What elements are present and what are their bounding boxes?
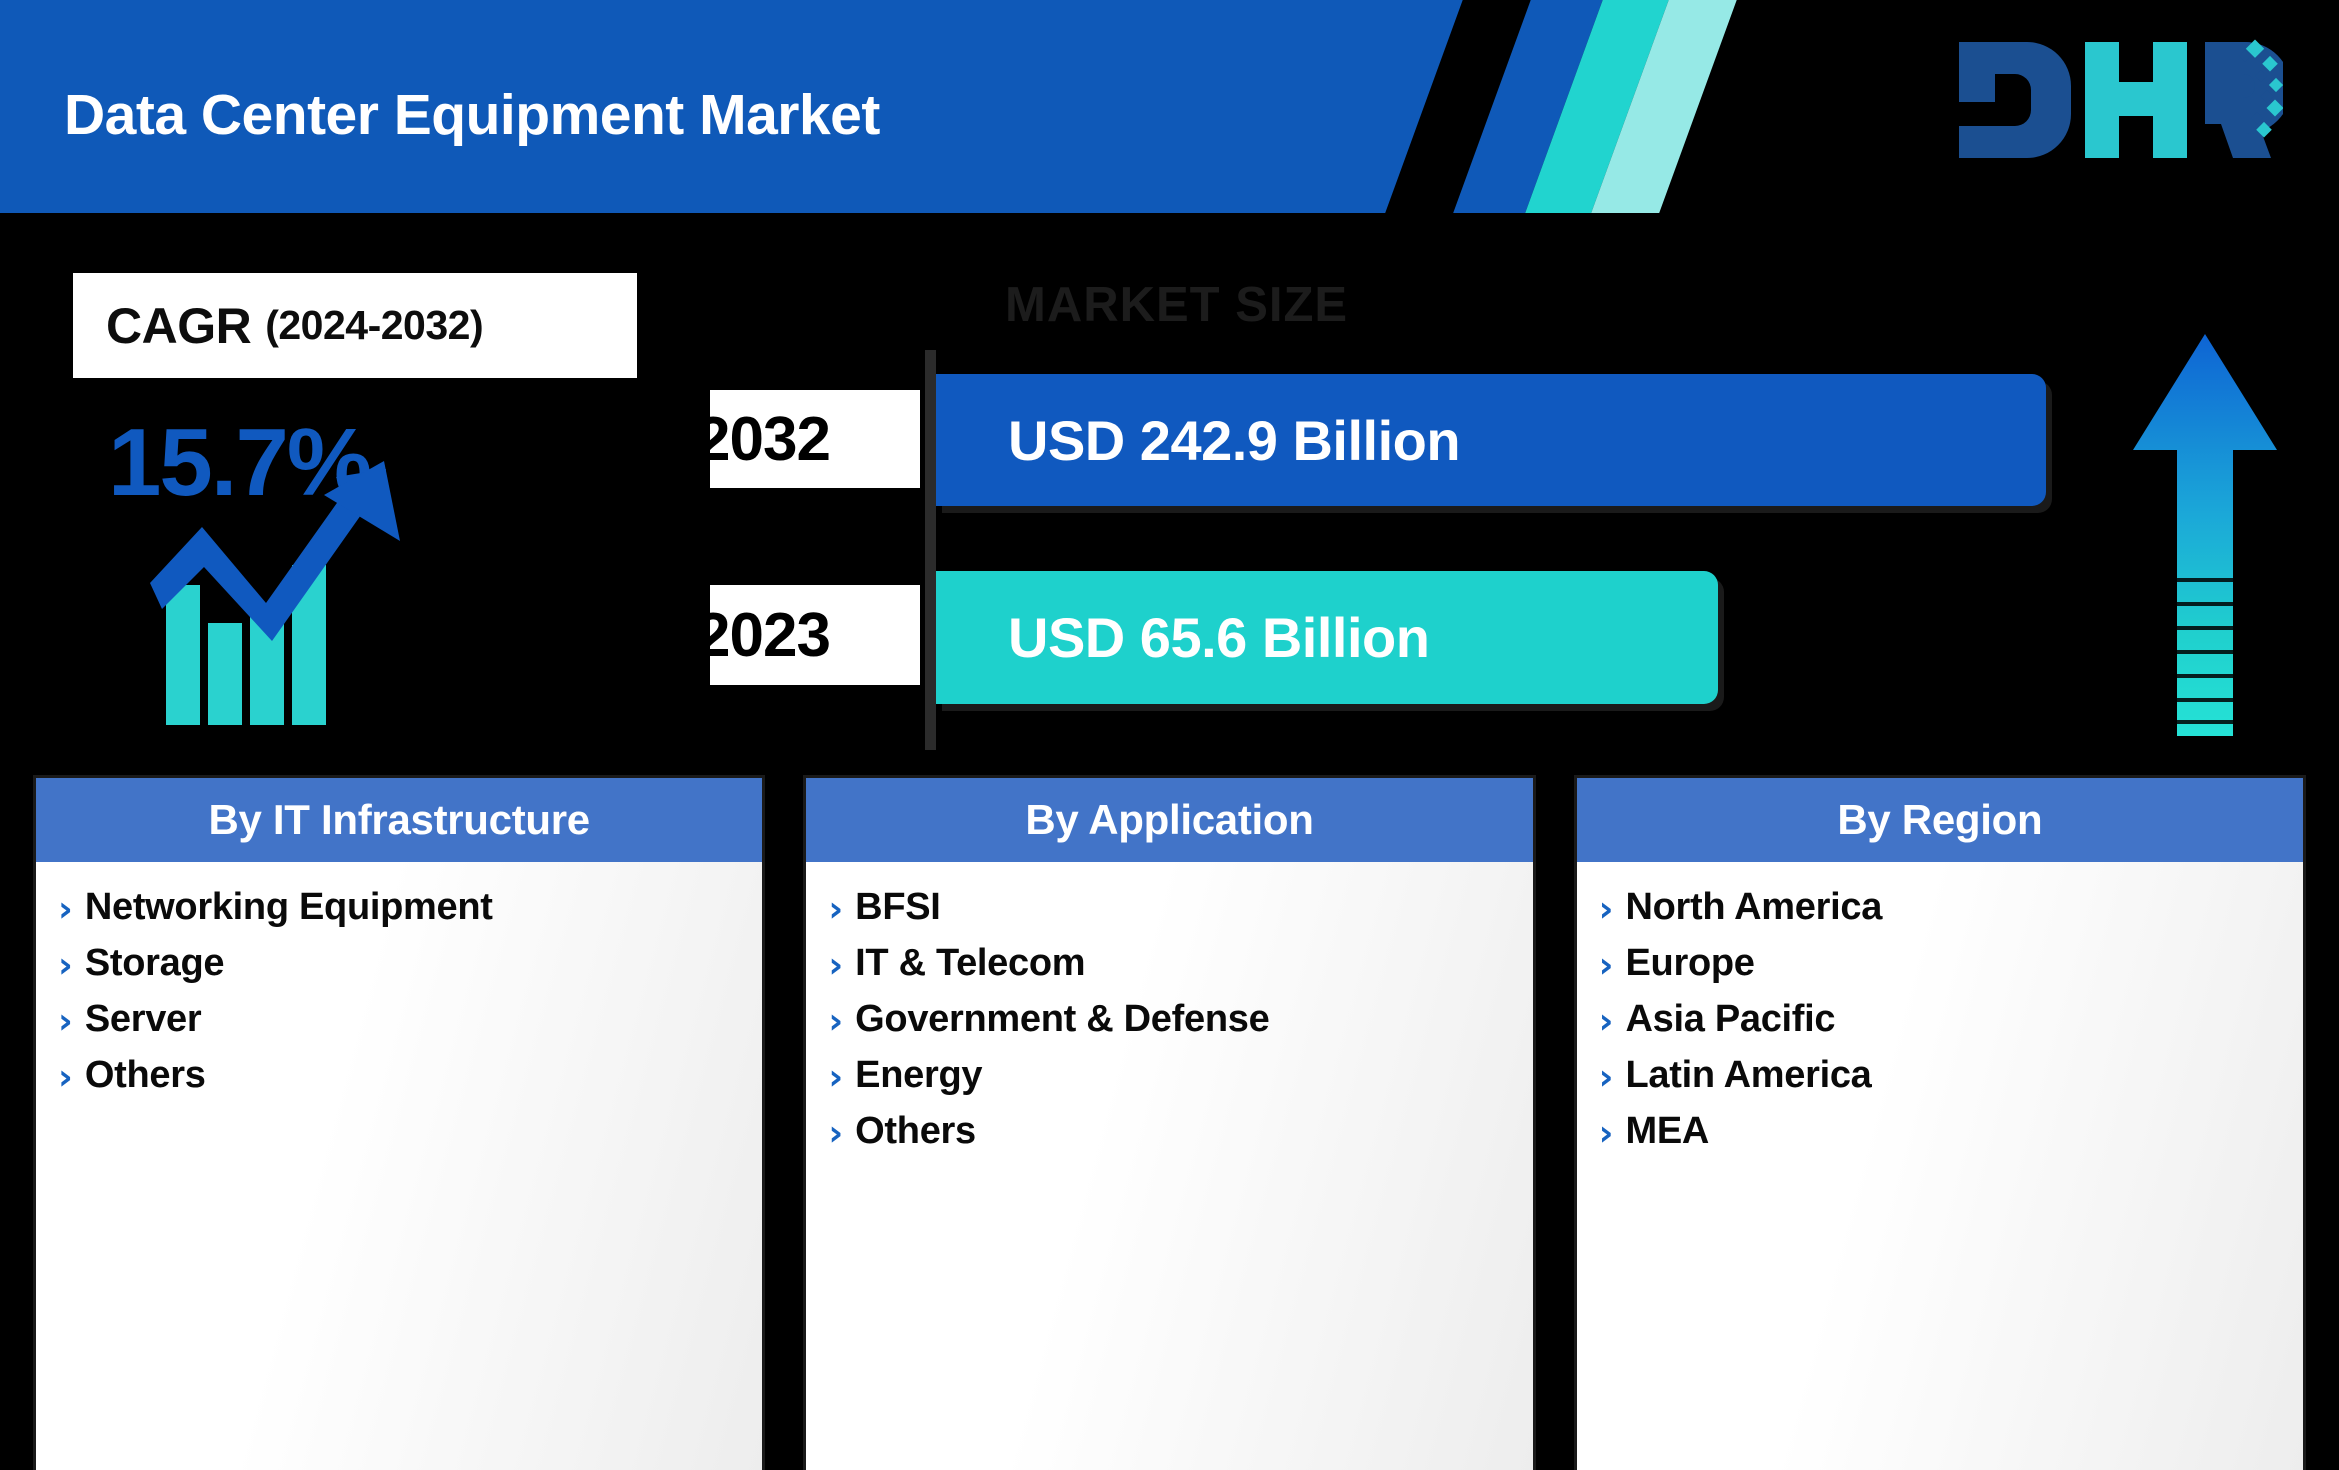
list-item[interactable]: › Networking Equipment — [58, 886, 762, 930]
column-header: By IT Infrastructure — [36, 778, 763, 862]
chevron-right-icon: › — [58, 945, 73, 986]
list-item-label: IT & Telecom — [855, 942, 1086, 984]
list-item-label: Energy — [855, 1054, 983, 1096]
cagr-box: CAGR (2024-2032) — [73, 273, 637, 378]
column-header-label: By Region — [1837, 796, 2043, 843]
market-size-title: MARKET SIZE — [1005, 278, 1349, 332]
cagr-value: 15.7% — [108, 409, 372, 516]
chevron-right-icon: › — [58, 889, 73, 930]
list-item-label: MEA — [1625, 1110, 1710, 1152]
chevron-right-icon: › — [828, 889, 844, 930]
column-list: › Networking Equipment › Storage › Serve… — [36, 862, 762, 1112]
column-list: › North America › Europe › Asia Pacific … — [1577, 862, 2303, 1168]
market-bar-value: USD 65.6 Billion — [1008, 606, 1430, 669]
market-bar-value: USD 242.9 Billion — [1008, 408, 1461, 472]
chevron-right-icon: › — [828, 1001, 844, 1042]
segment-column-region: By Region › North America › Europe › Asi… — [1573, 775, 2306, 1470]
segment-column-application: By Application › BFSI › IT & Telecom › G… — [803, 775, 1536, 1470]
chevron-right-icon: › — [828, 1057, 844, 1098]
list-item-label: Latin America — [1625, 1054, 1872, 1096]
header-banner: Data Center Equipment Market — [0, 0, 2339, 213]
list-item-label: Others — [84, 1054, 206, 1096]
dhr-logo — [1953, 36, 2291, 164]
list-item[interactable]: › BFSI — [828, 886, 1532, 930]
segment-column-it-infrastructure: By IT Infrastructure › Networking Equipm… — [33, 775, 766, 1470]
column-header: By Region — [1576, 778, 2303, 862]
year-label: 2023 — [696, 600, 831, 670]
list-item[interactable]: › Server — [58, 998, 762, 1042]
chevron-right-icon: › — [58, 1057, 73, 1098]
list-item-label: Server — [84, 998, 202, 1040]
chevron-right-icon: › — [1598, 1113, 1614, 1154]
list-item-label: Europe — [1625, 942, 1755, 984]
list-item[interactable]: › Storage — [58, 942, 762, 986]
chevron-right-icon: › — [1598, 889, 1614, 930]
year-label: 2032 — [696, 404, 831, 474]
column-list: › BFSI › IT & Telecom › Government & Def… — [806, 862, 1532, 1168]
growth-chart-icon — [148, 455, 408, 730]
column-header: By Application — [806, 778, 1533, 862]
list-item[interactable]: › IT & Telecom — [828, 942, 1532, 986]
market-bar-2023: USD 65.6 Billion — [936, 571, 1718, 704]
list-item-label: Government & Defense — [855, 998, 1270, 1040]
list-item-label: Storage — [84, 942, 225, 984]
page-title: Data Center Equipment Market — [64, 83, 880, 147]
list-item-label: BFSI — [855, 886, 941, 928]
year-tag-2023: 2023 — [696, 585, 920, 685]
list-item[interactable]: › Others — [828, 1110, 1532, 1154]
year-tag-2032: 2032 — [696, 390, 920, 488]
chevron-right-icon: › — [828, 1113, 844, 1154]
chevron-right-icon: › — [58, 1001, 73, 1042]
chevron-right-icon: › — [1598, 945, 1614, 986]
cagr-label: CAGR — [106, 297, 252, 354]
list-item[interactable]: › Latin America — [1598, 1054, 2303, 1098]
chart-axis-line — [925, 350, 936, 750]
list-item[interactable]: › Europe — [1598, 942, 2303, 986]
segment-columns: By IT Infrastructure › Networking Equipm… — [0, 775, 2339, 1470]
market-bar-2032: USD 242.9 Billion — [936, 374, 2046, 506]
list-item[interactable]: › North America — [1598, 886, 2303, 930]
up-arrow-icon — [2130, 330, 2280, 740]
cagr-range: (2024-2032) — [265, 302, 484, 348]
chevron-right-icon: › — [1598, 1057, 1614, 1098]
chevron-right-icon: › — [828, 945, 844, 986]
list-item-label: Asia Pacific — [1625, 998, 1836, 1040]
list-item[interactable]: › Others — [58, 1054, 762, 1098]
chevron-right-icon: › — [1598, 1001, 1614, 1042]
column-header-label: By IT Infrastructure — [208, 796, 590, 843]
list-item[interactable]: › Asia Pacific — [1598, 998, 2303, 1042]
list-item-label: Networking Equipment — [84, 886, 493, 928]
column-header-label: By Application — [1025, 796, 1314, 843]
list-item-label: Others — [855, 1110, 976, 1152]
list-item[interactable]: › Government & Defense — [828, 998, 1532, 1042]
list-item[interactable]: › Energy — [828, 1054, 1532, 1098]
list-item[interactable]: › MEA — [1598, 1110, 2303, 1154]
list-item-label: North America — [1625, 886, 1883, 928]
